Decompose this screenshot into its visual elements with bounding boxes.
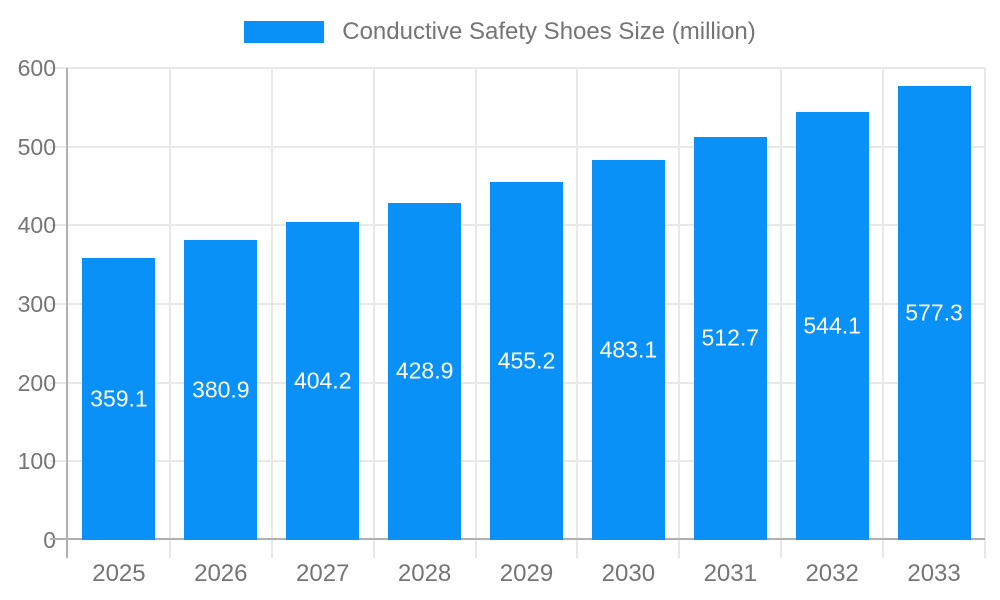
legend-label: Conductive Safety Shoes Size (million) bbox=[342, 18, 756, 45]
bar-2032[interactable]: 544.1 bbox=[795, 111, 869, 540]
x-axis-tick-label: 2031 bbox=[703, 560, 757, 587]
bar-2028[interactable]: 428.9 bbox=[388, 202, 462, 540]
y-axis-tick-label: 0 bbox=[43, 527, 56, 553]
y-gridline bbox=[50, 145, 985, 148]
bar-value-label: 577.3 bbox=[905, 299, 963, 326]
bar-value-label: 359.1 bbox=[90, 385, 148, 412]
bar-2026[interactable]: 380.9 bbox=[184, 240, 258, 540]
x-gridline bbox=[270, 68, 273, 558]
x-gridline bbox=[882, 68, 885, 558]
bar-2025[interactable]: 359.1 bbox=[82, 257, 156, 540]
y-axis-tick-label: 200 bbox=[17, 369, 56, 396]
bar-value-label: 404.2 bbox=[293, 367, 352, 394]
legend-swatch-icon bbox=[244, 21, 325, 43]
bar-2030[interactable]: 483.1 bbox=[591, 159, 665, 540]
y-axis-tick-label: 500 bbox=[17, 133, 56, 160]
x-axis-tick-label: 2028 bbox=[397, 560, 452, 587]
chart-legend[interactable]: Conductive Safety Shoes Size (million) bbox=[0, 18, 1000, 46]
x-axis-tick-label: 2030 bbox=[601, 560, 656, 587]
x-gridline bbox=[474, 68, 477, 558]
x-gridline bbox=[984, 68, 986, 558]
x-axis-tick-label: 2027 bbox=[296, 560, 350, 587]
y-axis-tick-label: 400 bbox=[17, 212, 56, 239]
y-gridline bbox=[50, 67, 985, 69]
x-gridline bbox=[678, 68, 681, 558]
bar-value-label: 512.7 bbox=[701, 324, 760, 351]
bar-value-label: 428.9 bbox=[395, 357, 454, 384]
x-gridline bbox=[168, 68, 171, 558]
bar-value-label: 380.9 bbox=[192, 376, 250, 403]
bar-value-label: 483.1 bbox=[599, 336, 658, 363]
y-axis-tick-label: 600 bbox=[17, 55, 56, 81]
x-axis-tick-label: 2032 bbox=[805, 560, 859, 587]
y-axis-line bbox=[66, 68, 68, 558]
bar-2027[interactable]: 404.2 bbox=[286, 222, 360, 540]
y-axis-tick-label: 100 bbox=[17, 448, 56, 475]
x-gridline bbox=[780, 68, 783, 558]
bar-2033[interactable]: 577.3 bbox=[897, 85, 971, 540]
x-axis-tick-label: 2029 bbox=[499, 560, 554, 587]
y-axis-tick-label: 300 bbox=[17, 291, 56, 317]
x-axis-tick-label: 2026 bbox=[194, 560, 248, 587]
bar-value-label: 544.1 bbox=[803, 312, 861, 339]
plot-area: 0 100 200 300 400 500 600 359.1 380.9 404.2 428.9 4… bbox=[18, 55, 986, 587]
bar-value-label: 455.2 bbox=[497, 347, 556, 374]
x-axis-tick-label: 2033 bbox=[907, 560, 961, 587]
x-gridline bbox=[372, 68, 375, 558]
x-gridline bbox=[576, 68, 579, 558]
bar-2029[interactable]: 455.2 bbox=[490, 181, 563, 540]
x-axis-tick-label: 2025 bbox=[92, 560, 146, 587]
bar-2031[interactable]: 512.7 bbox=[693, 136, 767, 540]
